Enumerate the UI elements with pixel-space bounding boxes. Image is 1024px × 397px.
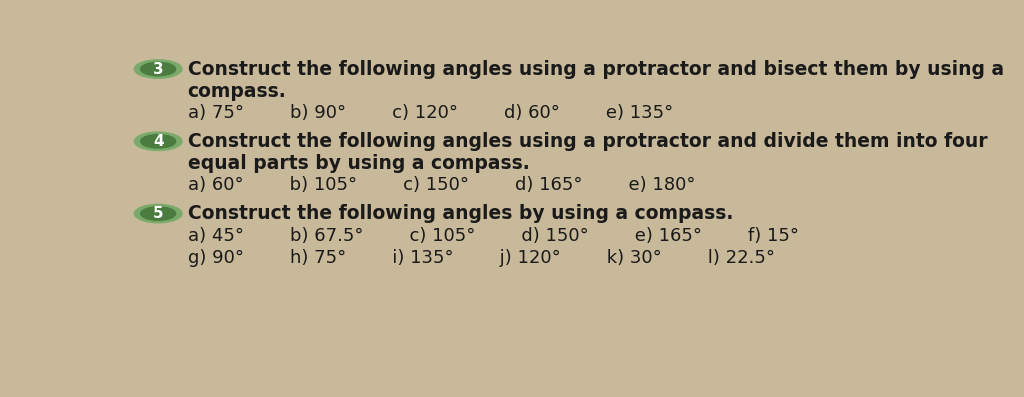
Text: g) 90°        h) 75°        i) 135°        j) 120°        k) 30°        l) 22.5°: g) 90° h) 75° i) 135° j) 120° k) 30° l) … <box>187 249 774 267</box>
Text: Construct the following angles using a protractor and bisect them by using a: Construct the following angles using a p… <box>187 60 1004 79</box>
Text: Construct the following angles by using a compass.: Construct the following angles by using … <box>187 204 733 223</box>
Circle shape <box>140 62 176 76</box>
Circle shape <box>140 207 176 220</box>
Text: compass.: compass. <box>187 81 287 100</box>
Circle shape <box>134 132 182 150</box>
Text: 4: 4 <box>153 134 164 149</box>
Text: a) 45°        b) 67.5°        c) 105°        d) 150°        e) 165°        f) 15: a) 45° b) 67.5° c) 105° d) 150° e) 165° … <box>187 227 799 245</box>
Text: a) 60°        b) 105°        c) 150°        d) 165°        e) 180°: a) 60° b) 105° c) 150° d) 165° e) 180° <box>187 176 695 194</box>
Text: a) 75°        b) 90°        c) 120°        d) 60°        e) 135°: a) 75° b) 90° c) 120° d) 60° e) 135° <box>187 104 673 122</box>
Text: equal parts by using a compass.: equal parts by using a compass. <box>187 154 529 173</box>
Text: 3: 3 <box>153 62 164 77</box>
Circle shape <box>140 135 176 148</box>
Text: 5: 5 <box>153 206 164 221</box>
Text: Construct the following angles using a protractor and divide them into four: Construct the following angles using a p… <box>187 132 987 151</box>
Circle shape <box>134 60 182 78</box>
Circle shape <box>134 204 182 223</box>
